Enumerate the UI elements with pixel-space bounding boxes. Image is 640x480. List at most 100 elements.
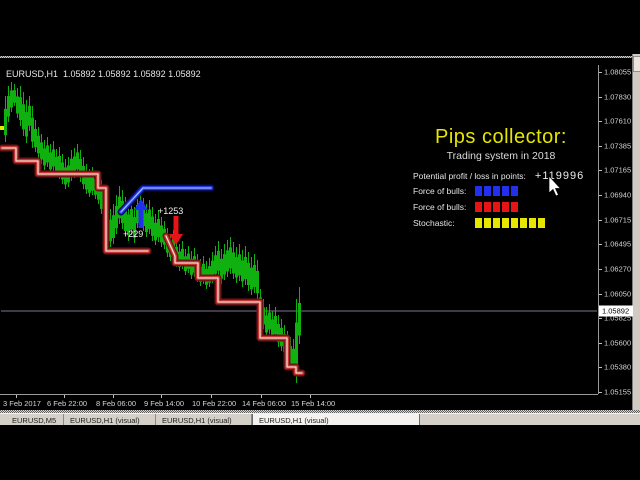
candle-body (109, 219, 112, 242)
candle-body (277, 323, 280, 343)
indicator-strength-square (511, 201, 518, 212)
candle-body (70, 158, 73, 177)
price-axis-tick (599, 219, 602, 221)
price-axis-label: 1.06050 (604, 289, 632, 299)
candle-body (265, 315, 268, 333)
price-axis-tick (599, 96, 602, 98)
time-axis-tick (161, 395, 162, 398)
candle-body (235, 257, 238, 278)
candle-body (214, 255, 217, 275)
indicator-strength-square (475, 217, 482, 228)
candle-body (151, 216, 154, 236)
candle-body (79, 158, 82, 178)
candle-body (253, 264, 256, 288)
price-axis-tick (599, 268, 602, 270)
left-edge-marker (0, 126, 4, 130)
sell-stop-line (165, 235, 303, 374)
candle-body (232, 252, 235, 274)
price-axis-tick (599, 145, 602, 147)
indicator-strength-square (475, 201, 482, 212)
price-axis-label: 1.07830 (604, 92, 632, 102)
price-axis-tick (599, 195, 602, 197)
candle-body (202, 263, 205, 280)
chart-tab[interactable]: EURUSD,M5 (6, 414, 64, 425)
candle-body (244, 256, 247, 280)
time-axis-tick (261, 395, 262, 398)
candle-body (178, 251, 181, 267)
chart-tab[interactable]: EURUSD,H1 (visual) (156, 414, 252, 425)
candle-body (124, 208, 127, 231)
candle-body (208, 266, 211, 283)
price-axis-label: 1.06270 (604, 264, 632, 274)
candle-body (127, 214, 130, 236)
chart-tab[interactable]: EURUSD,H1 (visual) (64, 414, 156, 425)
indicator-row: Force of bulls: (413, 199, 589, 214)
candle-body (73, 156, 76, 174)
candle-body (238, 254, 241, 276)
candle-body (247, 262, 250, 286)
indicator-strength-square (493, 201, 500, 212)
candle-body (34, 128, 37, 148)
indicator-strength-square (484, 201, 491, 212)
candle-body (274, 315, 277, 335)
candle-body (256, 270, 259, 294)
price-axis-tick (599, 72, 602, 73)
price-axis-tick (599, 392, 602, 393)
profit-label: Potential profit / loss in points: (413, 171, 526, 181)
price-axis-label: 1.07610 (604, 116, 632, 126)
candle-body (22, 104, 25, 130)
indicator-strength-square (502, 185, 509, 196)
indicator-strength-square (493, 185, 500, 196)
time-axis-tick (310, 395, 311, 398)
price-axis-label: 1.05380 (604, 362, 632, 372)
indicator-strength-square (511, 217, 518, 228)
candle-body (7, 96, 10, 117)
candle-body (295, 322, 298, 371)
time-axis-tick (16, 395, 17, 398)
candle-body (220, 258, 223, 279)
candle-body (37, 135, 40, 154)
price-axis[interactable]: 1.05892 1.08055 1.07830 1.07610 1.07385 1.07… (598, 65, 633, 397)
candle-body (115, 205, 118, 229)
time-axis-tick (113, 395, 114, 398)
candle-body (112, 215, 115, 238)
candle-body (226, 250, 229, 272)
chart-tab-bar: EURUSD,M5 EURUSD,H1 (visual) EURUSD,H1 (vi… (0, 413, 640, 425)
chart-ohlc-title: EURUSD,H1 1.05892 1.05892 1.05892 1.0589… (6, 69, 201, 79)
candle-body (217, 250, 220, 271)
sell-stop-line (1, 147, 149, 252)
candlestick-chart[interactable]: +229 +1253 (0, 65, 632, 410)
indicator-strength-square (529, 217, 536, 228)
candle-body (13, 90, 16, 103)
price-axis-tick (599, 318, 602, 320)
candle-body (28, 105, 31, 126)
time-axis[interactable]: 3 Feb 2017 6 Feb 22:00 8 Feb 06:00 9 Feb 14… (0, 394, 598, 410)
price-axis-tick (599, 293, 602, 295)
candle-body (136, 204, 139, 224)
candle-body (160, 225, 163, 243)
candle-body (211, 260, 214, 279)
candle-body (55, 156, 58, 173)
candle-body (271, 319, 274, 337)
candle-body (91, 174, 94, 191)
candle-body (229, 247, 232, 269)
price-axis-tick (599, 367, 602, 369)
buy-stop-line (120, 187, 212, 213)
indicator-strength-square (520, 217, 527, 228)
vertical-scrollbar[interactable] (632, 54, 640, 410)
time-axis-tick (64, 395, 65, 398)
chart-tab[interactable]: EURUSD,H1 (visual) (252, 414, 420, 425)
price-axis-tick (599, 244, 602, 246)
candle-body (145, 213, 148, 233)
indicator-strength-square (511, 185, 518, 196)
time-axis-label: 3 Feb 2017 (3, 399, 41, 408)
indicator-strength-square (502, 201, 509, 212)
price-axis-label: 1.08055 (604, 67, 632, 77)
indicator-strength-square (484, 185, 491, 196)
candle-body (190, 258, 193, 275)
candle-body (4, 108, 7, 136)
scrollbar-thumb[interactable] (633, 56, 640, 72)
candle-body (133, 217, 136, 238)
time-axis-label: 8 Feb 06:00 (96, 399, 137, 408)
